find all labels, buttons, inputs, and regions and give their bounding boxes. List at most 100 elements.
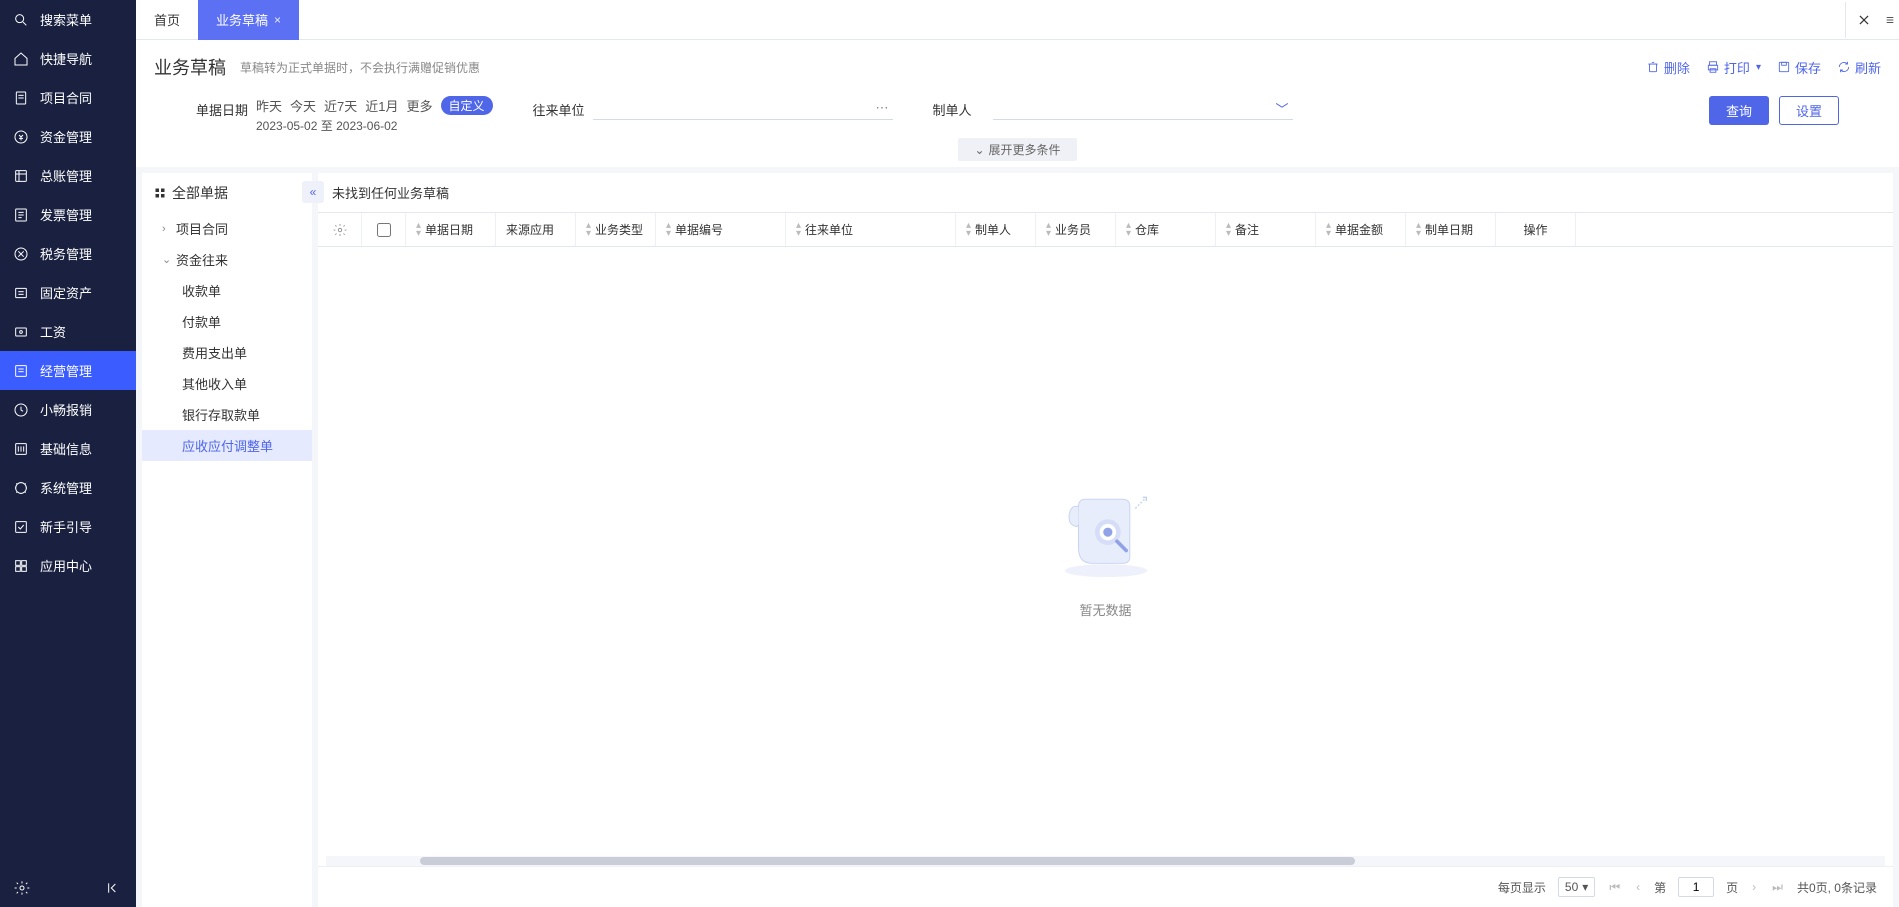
preset-more[interactable]: 更多 [407, 96, 433, 115]
sidebar-item-asset[interactable]: 固定资产 [0, 273, 136, 312]
sidebar-item-baseinfo[interactable]: 基础信息 [0, 429, 136, 468]
first-page-button[interactable]: ⏮ [1607, 880, 1622, 895]
save-button[interactable]: 保存 [1777, 58, 1821, 77]
tree-group-funds[interactable]: ⌄ 资金往来 [142, 244, 312, 275]
th-sales[interactable]: ▴▾业务员 [1036, 213, 1116, 246]
th-date[interactable]: ▴▾单据日期 [406, 213, 496, 246]
sidebar-item-label: 资金管理 [40, 127, 92, 146]
date-from: 2023-05-02 [256, 119, 317, 133]
chevron-down-icon[interactable]: ﹀ [1276, 99, 1289, 118]
th-maker[interactable]: ▴▾制单人 [956, 213, 1036, 246]
th-settings[interactable] [318, 213, 362, 246]
money-icon [12, 128, 30, 146]
preset-custom[interactable]: 自定义 [441, 96, 493, 115]
tree-item-adjust[interactable]: 应收应付调整单 [142, 430, 312, 461]
th-checkbox[interactable] [362, 213, 406, 246]
tree-item-payment[interactable]: 付款单 [142, 306, 312, 337]
preset-1m[interactable]: 近1月 [365, 96, 398, 115]
filter-date-group: 单据日期 昨天 今天 近7天 近1月 更多 自定义 2023-05-02 至 2… [196, 96, 493, 134]
sidebar-item-reimburse[interactable]: 小畅报销 [0, 390, 136, 429]
sidebar-search[interactable]: 搜索菜单 [0, 0, 136, 39]
per-page-select[interactable]: 50▾ [1558, 877, 1595, 897]
per-page-label: 每页显示 [1498, 879, 1546, 896]
tree-item-receipt[interactable]: 收款单 [142, 275, 312, 306]
tab-draft[interactable]: 业务草稿 × [198, 0, 299, 40]
sort-icon: ▴▾ [1226, 222, 1231, 238]
tabs-more[interactable] [1881, 2, 1899, 38]
th-type[interactable]: ▴▾业务类型 [576, 213, 656, 246]
page-input[interactable] [1678, 877, 1714, 897]
page-subtitle: 草稿转为正式单据时，不会执行满赠促销优惠 [240, 59, 480, 76]
tree-item-expense[interactable]: 费用支出单 [142, 337, 312, 368]
th-label: 制单日期 [1425, 221, 1473, 238]
tree-item-bank[interactable]: 银行存取款单 [142, 399, 312, 430]
search-icon [12, 11, 30, 29]
th-no[interactable]: ▴▾单据编号 [656, 213, 786, 246]
prev-page-button[interactable]: ‹ [1634, 880, 1642, 894]
sidebar-item-business[interactable]: 经营管理 [0, 351, 136, 390]
expand-label: 展开更多条件 [989, 141, 1061, 158]
settings-icon[interactable] [14, 880, 30, 899]
sidebar-item-tax[interactable]: 税务管理 [0, 234, 136, 273]
query-button[interactable]: 查询 [1709, 96, 1769, 125]
select-all-checkbox[interactable] [377, 223, 391, 237]
tab-close-icon[interactable]: × [274, 13, 281, 27]
table-panel: 未找到任何业务草稿 ▴▾单据日期 来源应用 ▴▾业务类型 ▴▾单据编号 ▴▾往来… [318, 173, 1893, 907]
th-app[interactable]: 来源应用 [496, 213, 576, 246]
sidebar-item-label: 系统管理 [40, 478, 92, 497]
sidebar-item-guide[interactable]: 新手引导 [0, 507, 136, 546]
th-label: 制单人 [975, 221, 1011, 238]
collapse-icon[interactable] [106, 880, 122, 899]
th-warehouse[interactable]: ▴▾仓库 [1116, 213, 1216, 246]
maker-input[interactable] [993, 96, 1293, 120]
print-button[interactable]: 打印▾ [1706, 58, 1761, 77]
sidebar-item-label: 新手引导 [40, 517, 92, 536]
tree-item-otherincome[interactable]: 其他收入单 [142, 368, 312, 399]
th-makedate[interactable]: ▴▾制单日期 [1406, 213, 1496, 246]
expand-filters-button[interactable]: ⌄ 展开更多条件 [958, 138, 1076, 161]
sidebar-item-salary[interactable]: 工资 [0, 312, 136, 351]
th-amount[interactable]: ▴▾单据金额 [1316, 213, 1406, 246]
reimburse-icon [12, 401, 30, 419]
system-icon [12, 479, 30, 497]
last-page-button[interactable]: ⏭ [1770, 880, 1785, 895]
sidebar-item-system[interactable]: 系统管理 [0, 468, 136, 507]
preset-yesterday[interactable]: 昨天 [256, 96, 282, 115]
sidebar-item-label: 项目合同 [40, 88, 92, 107]
unit-input[interactable] [593, 96, 893, 120]
sidebar-item-funds[interactable]: 资金管理 [0, 117, 136, 156]
sidebar-item-ledger[interactable]: 总账管理 [0, 156, 136, 195]
th-unit[interactable]: ▴▾往来单位 [786, 213, 956, 246]
filter-maker-label: 制单人 [933, 96, 993, 119]
tree-group-contract[interactable]: › 项目合同 [142, 213, 312, 244]
tree-collapse-button[interactable]: « [302, 181, 324, 203]
preset-7d[interactable]: 近7天 [324, 96, 357, 115]
scrollbar-thumb[interactable] [420, 857, 1355, 865]
sidebar-item-apps[interactable]: 应用中心 [0, 546, 136, 585]
tab-home[interactable]: 首页 [136, 0, 198, 40]
sidebar-item-contract[interactable]: 项目合同 [0, 78, 136, 117]
print-label: 打印 [1724, 58, 1750, 77]
ellipsis-icon[interactable]: ⋯ [876, 100, 889, 116]
th-label: 单据金额 [1335, 221, 1383, 238]
delete-button[interactable]: 删除 [1646, 58, 1690, 77]
horizontal-scrollbar[interactable] [326, 856, 1885, 866]
tree-header[interactable]: 全部单据 [142, 173, 312, 213]
next-page-button[interactable]: › [1750, 880, 1758, 894]
sidebar-item-quicknav[interactable]: 快捷导航 [0, 39, 136, 78]
th-action: 操作 [1496, 213, 1576, 246]
date-to: 2023-06-02 [336, 119, 397, 133]
empty-state: 暂无数据 [318, 247, 1893, 856]
chevron-right-icon: › [162, 223, 174, 235]
preset-today[interactable]: 今天 [290, 96, 316, 115]
th-note[interactable]: ▴▾备注 [1216, 213, 1316, 246]
th-label: 单据编号 [675, 221, 723, 238]
th-label: 业务员 [1055, 221, 1091, 238]
sidebar-item-invoice[interactable]: 发票管理 [0, 195, 136, 234]
tabs-close-all[interactable] [1845, 2, 1881, 38]
delete-label: 删除 [1664, 58, 1690, 77]
settings-button[interactable]: 设置 [1779, 96, 1839, 125]
refresh-button[interactable]: 刷新 [1837, 58, 1881, 77]
sort-icon: ▴▾ [1046, 222, 1051, 238]
document-icon [12, 89, 30, 107]
